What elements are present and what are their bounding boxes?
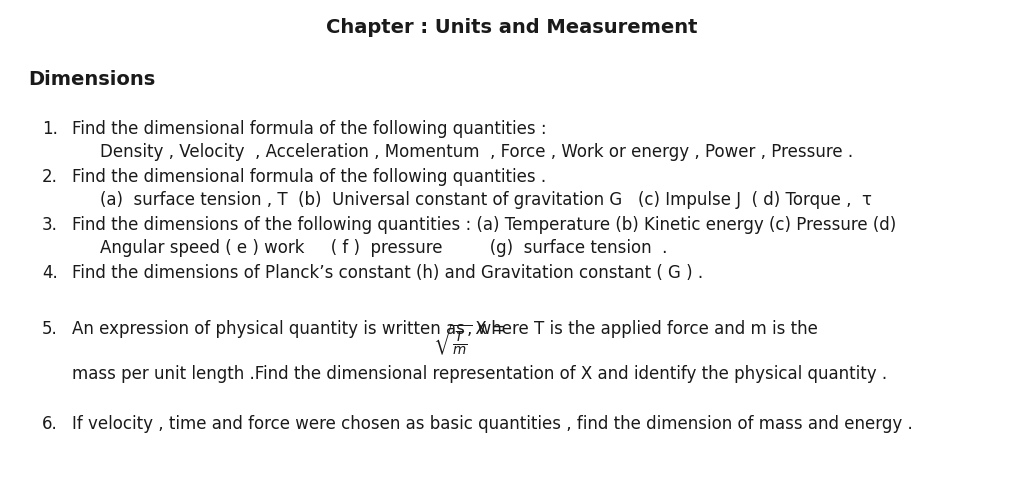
Text: Dimensions: Dimensions <box>28 70 156 89</box>
Text: Angular speed ( e ) work     ( f )  pressure         (g)  surface tension  .: Angular speed ( e ) work ( f ) pressure … <box>100 239 668 257</box>
Text: mass per unit length .Find the dimensional representation of X and identify the : mass per unit length .Find the dimension… <box>72 365 887 383</box>
Text: 3.: 3. <box>42 216 58 234</box>
Text: Find the dimensions of the following quantities : (a) Temperature (b) Kinetic en: Find the dimensions of the following qua… <box>72 216 896 234</box>
Text: 4.: 4. <box>42 264 57 282</box>
Text: 2.: 2. <box>42 168 58 186</box>
Text: Chapter : Units and Measurement: Chapter : Units and Measurement <box>327 18 697 37</box>
Text: Density , Velocity  , Acceleration , Momentum  , Force , Work or energy , Power : Density , Velocity , Acceleration , Mome… <box>100 143 853 161</box>
Text: , where T is the applied force and m is the: , where T is the applied force and m is … <box>467 320 817 338</box>
Text: (a)  surface tension , T  (b)  Universal constant of gravitation G   (c) Impulse: (a) surface tension , T (b) Universal co… <box>100 191 872 209</box>
Text: 5.: 5. <box>42 320 57 338</box>
Text: 6.: 6. <box>42 415 57 433</box>
Text: Find the dimensional formula of the following quantities .: Find the dimensional formula of the foll… <box>72 168 546 186</box>
Text: 1.: 1. <box>42 120 58 138</box>
Text: An expression of physical quantity is written as  X =: An expression of physical quantity is wr… <box>72 320 511 338</box>
Text: If velocity , time and force were chosen as basic quantities , find the dimensio: If velocity , time and force were chosen… <box>72 415 912 433</box>
Text: Find the dimensions of Planck’s constant (h) and Gravitation constant ( G ) .: Find the dimensions of Planck’s constant… <box>72 264 703 282</box>
Text: $\sqrt{\frac{T}{m}}$: $\sqrt{\frac{T}{m}}$ <box>433 322 472 356</box>
Text: Find the dimensional formula of the following quantities :: Find the dimensional formula of the foll… <box>72 120 547 138</box>
